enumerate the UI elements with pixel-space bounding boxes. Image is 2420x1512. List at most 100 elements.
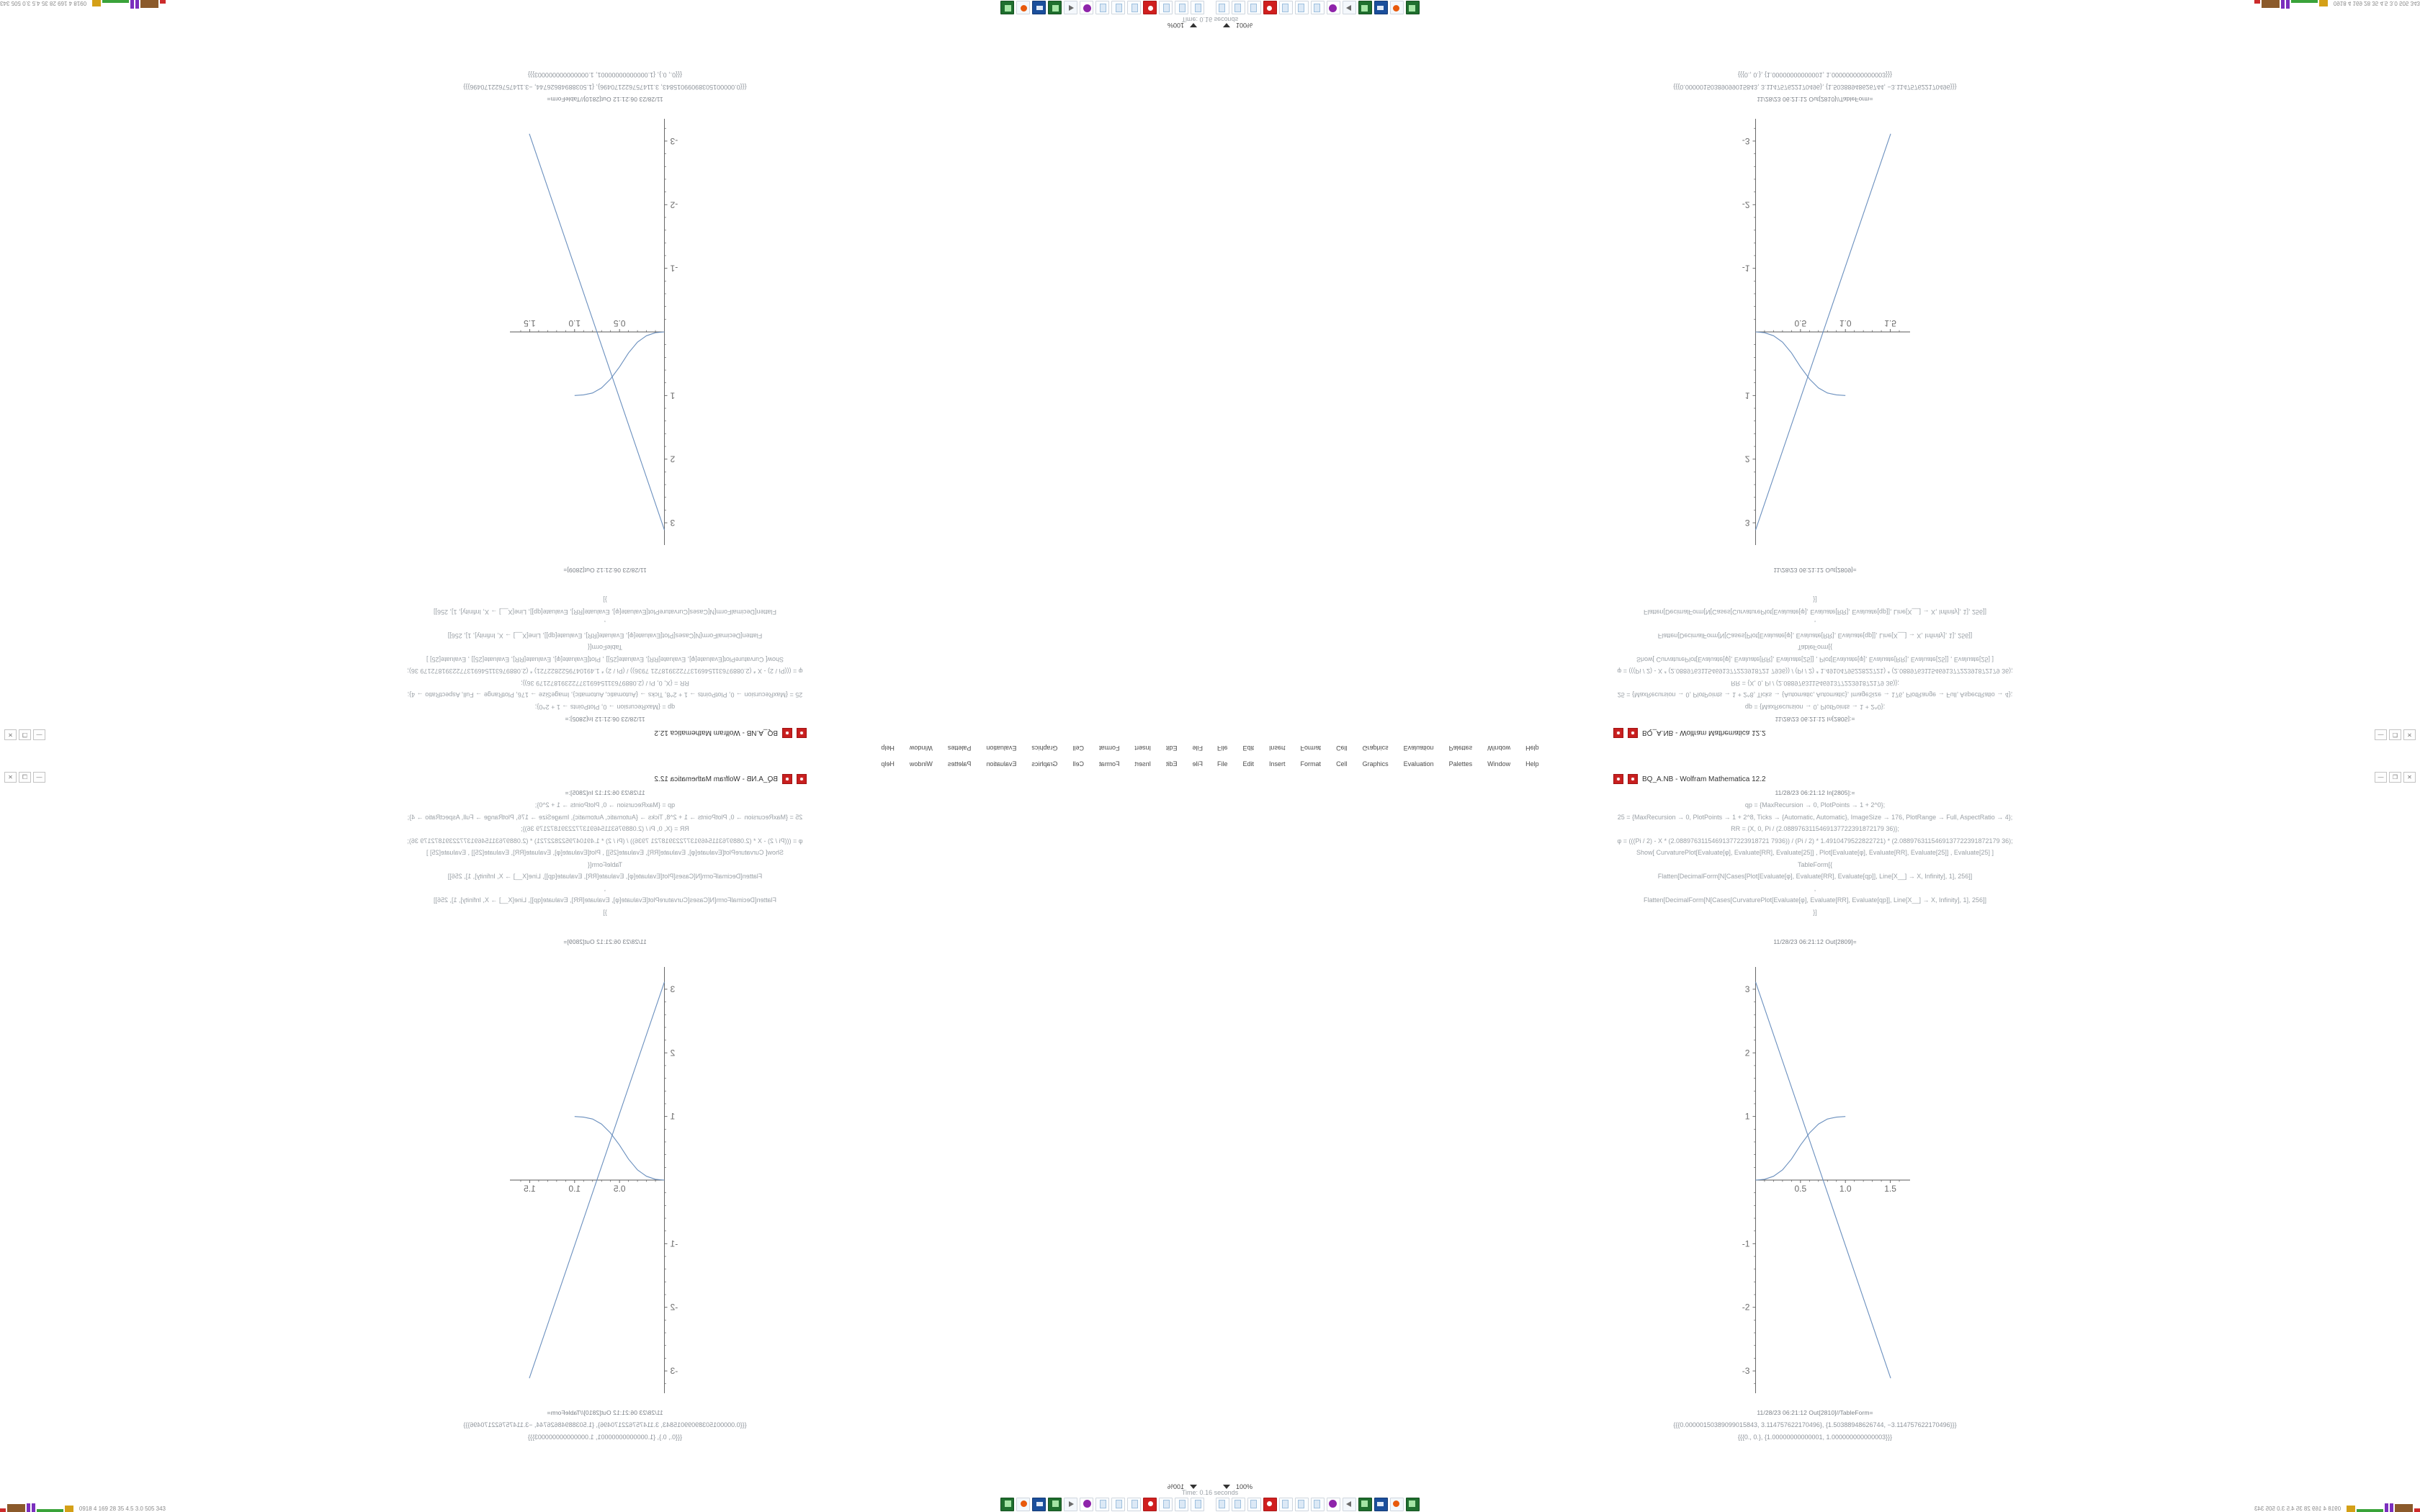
menu-item-insert[interactable]: Insert <box>1134 744 1151 752</box>
code-line-0[interactable]: qp = {MaxRecursion → 0, PlotPoints → 1 +… <box>1744 703 1886 711</box>
document-icon[interactable] <box>1295 1498 1309 1511</box>
menu-item-graphics[interactable]: Graphics <box>1362 744 1389 752</box>
menu-item-cell[interactable]: Cell <box>1336 744 1348 752</box>
code-line-7[interactable]: , <box>604 620 606 628</box>
code-line-2[interactable]: RR = {X, 0, Pi / (2.08897631154691377223… <box>521 680 689 687</box>
code-line-6[interactable]: Flatten[DecimalForm[N[Cases[Plot[Evaluat… <box>1657 632 1973 639</box>
owl-browser-icon[interactable] <box>1327 1 1340 14</box>
mathematica-icon[interactable] <box>1263 1 1277 14</box>
mathematica-icon[interactable] <box>1263 1498 1277 1511</box>
calculator-icon[interactable] <box>1232 1 1245 14</box>
code-line-1[interactable]: 25 = {MaxRecursion → 0, PlotPoints → 1 +… <box>1617 691 2013 699</box>
calculator-icon[interactable] <box>1216 1498 1229 1511</box>
document-icon[interactable] <box>1311 1 1325 14</box>
document-icon[interactable] <box>1095 1498 1109 1511</box>
menu-item-cell[interactable]: Cell <box>1336 760 1348 768</box>
restore-button[interactable]: ❐ <box>19 772 31 783</box>
document-icon[interactable] <box>1111 1 1125 14</box>
menu-item-graphics[interactable]: Graphics <box>1362 760 1389 768</box>
document-icon[interactable] <box>1127 1498 1141 1511</box>
code-line-4[interactable]: Show[ CurvaturePlot[Evaluate[φ], Evaluat… <box>426 849 784 856</box>
notepad-icon[interactable] <box>1159 1498 1173 1511</box>
minimize-button[interactable]: — <box>33 772 45 783</box>
code-line-2[interactable]: RR = {X, 0, Pi / (2.08897631154691377223… <box>521 825 689 832</box>
calculator-icon[interactable] <box>1191 1 1204 14</box>
calculator-icon[interactable] <box>1175 1 1188 14</box>
menu-item-evaluation[interactable]: Evaluation <box>1403 744 1434 752</box>
code-line-4[interactable]: Show[ CurvaturePlot[Evaluate[φ], Evaluat… <box>1636 656 1994 663</box>
code-line-3[interactable]: φ = (((Pi / 2) - X * (2.0889763115469137… <box>407 667 803 675</box>
calculator-icon[interactable] <box>1191 1498 1204 1511</box>
code-line-5[interactable]: TableForm[{ <box>1797 860 1833 868</box>
terminal-icon[interactable] <box>1406 1 1420 14</box>
code-line-4[interactable]: Show[ CurvaturePlot[Evaluate[φ], Evaluat… <box>426 656 784 663</box>
document-icon[interactable] <box>1311 1498 1325 1511</box>
notepad-icon[interactable] <box>1247 1498 1261 1511</box>
code-line-5[interactable]: TableForm[{ <box>587 860 623 868</box>
firefox-icon[interactable] <box>1390 1 1404 14</box>
menu-item-file[interactable]: File <box>1217 744 1228 752</box>
menu-item-help[interactable]: Help <box>881 760 895 768</box>
menu-item-edit[interactable]: Edit <box>1242 760 1255 768</box>
menu-item-insert[interactable]: Insert <box>1269 760 1286 768</box>
close-button[interactable]: ✕ <box>4 729 17 740</box>
code-line-3[interactable]: φ = (((Pi / 2) - X * (2.0889763115469137… <box>407 837 803 845</box>
floppy-save-icon[interactable] <box>1032 1 1046 14</box>
menu-item-help[interactable]: Help <box>1525 744 1539 752</box>
menu-item-window[interactable]: Window <box>909 744 933 752</box>
owl-browser-icon[interactable] <box>1080 1 1093 14</box>
restore-button[interactable]: ❐ <box>2389 772 2401 783</box>
menu-item-format[interactable]: Format <box>1098 760 1120 768</box>
speaker-icon[interactable] <box>1343 1498 1356 1511</box>
code-line-6[interactable]: Flatten[DecimalForm[N[Cases[Plot[Evaluat… <box>447 873 763 880</box>
menu-item-help[interactable]: Help <box>1525 760 1539 768</box>
menu-item-file[interactable]: File <box>1192 744 1203 752</box>
owl-browser-icon[interactable] <box>1327 1498 1340 1511</box>
code-line-9[interactable]: }] <box>603 908 607 916</box>
menu-item-help[interactable]: Help <box>881 744 895 752</box>
code-line-0[interactable]: qp = {MaxRecursion → 0, PlotPoints → 1 +… <box>534 703 676 711</box>
notepad-icon[interactable] <box>1159 1 1173 14</box>
minimize-button[interactable]: — <box>2375 772 2387 783</box>
menu-item-palettes[interactable]: Palettes <box>1448 744 1473 752</box>
menu-item-edit[interactable]: Edit <box>1165 760 1178 768</box>
menu-item-window[interactable]: Window <box>909 760 933 768</box>
menu-item-insert[interactable]: Insert <box>1269 744 1286 752</box>
menu-item-graphics[interactable]: Graphics <box>1031 744 1058 752</box>
zoom-dropdown[interactable]: 100% <box>1223 1483 1252 1490</box>
menu-item-graphics[interactable]: Graphics <box>1031 760 1058 768</box>
speaker-icon[interactable] <box>1343 1 1356 14</box>
code-line-5[interactable]: TableForm[{ <box>587 644 623 652</box>
document-icon[interactable] <box>1127 1 1141 14</box>
minimize-button[interactable]: — <box>2375 729 2387 740</box>
menu-item-evaluation[interactable]: Evaluation <box>1403 760 1434 768</box>
code-line-8[interactable]: Flatten[DecimalForm[N[Cases[CurvaturePlo… <box>433 896 777 904</box>
calculator-icon[interactable] <box>1175 1498 1188 1511</box>
code-line-6[interactable]: Flatten[DecimalForm[N[Cases[Plot[Evaluat… <box>1657 873 1973 880</box>
menu-item-edit[interactable]: Edit <box>1242 744 1255 752</box>
document-icon[interactable] <box>1279 1498 1293 1511</box>
code-line-5[interactable]: TableForm[{ <box>1797 644 1833 652</box>
menu-item-window[interactable]: Window <box>1487 744 1511 752</box>
menu-item-cell[interactable]: Cell <box>1072 760 1084 768</box>
menu-item-format[interactable]: Format <box>1098 744 1120 752</box>
menu-item-palettes[interactable]: Palettes <box>947 760 972 768</box>
close-button[interactable]: ✕ <box>2403 772 2416 783</box>
code-line-4[interactable]: Show[ CurvaturePlot[Evaluate[φ], Evaluat… <box>1636 849 1994 856</box>
code-line-9[interactable]: }] <box>1813 596 1817 604</box>
code-line-1[interactable]: 25 = {MaxRecursion → 0, PlotPoints → 1 +… <box>407 813 803 821</box>
speaker-icon[interactable] <box>1064 1 1077 14</box>
menu-item-window[interactable]: Window <box>1487 760 1511 768</box>
code-line-0[interactable]: qp = {MaxRecursion → 0, PlotPoints → 1 +… <box>534 801 676 809</box>
code-line-7[interactable]: , <box>1814 884 1816 892</box>
code-line-1[interactable]: 25 = {MaxRecursion → 0, PlotPoints → 1 +… <box>407 691 803 699</box>
code-line-9[interactable]: }] <box>1813 908 1817 916</box>
code-line-2[interactable]: RR = {X, 0, Pi / (2.08897631154691377223… <box>1731 825 1899 832</box>
code-line-8[interactable]: Flatten[DecimalForm[N[Cases[CurvaturePlo… <box>1643 608 1987 616</box>
menu-item-format[interactable]: Format <box>1300 760 1322 768</box>
code-line-8[interactable]: Flatten[DecimalForm[N[Cases[CurvaturePlo… <box>433 608 777 616</box>
code-line-3[interactable]: φ = (((Pi / 2) - X * (2.0889763115469137… <box>1617 667 2013 675</box>
firefox-icon[interactable] <box>1016 1 1030 14</box>
notepad-icon[interactable] <box>1247 1 1261 14</box>
code-line-7[interactable]: , <box>1814 620 1816 628</box>
